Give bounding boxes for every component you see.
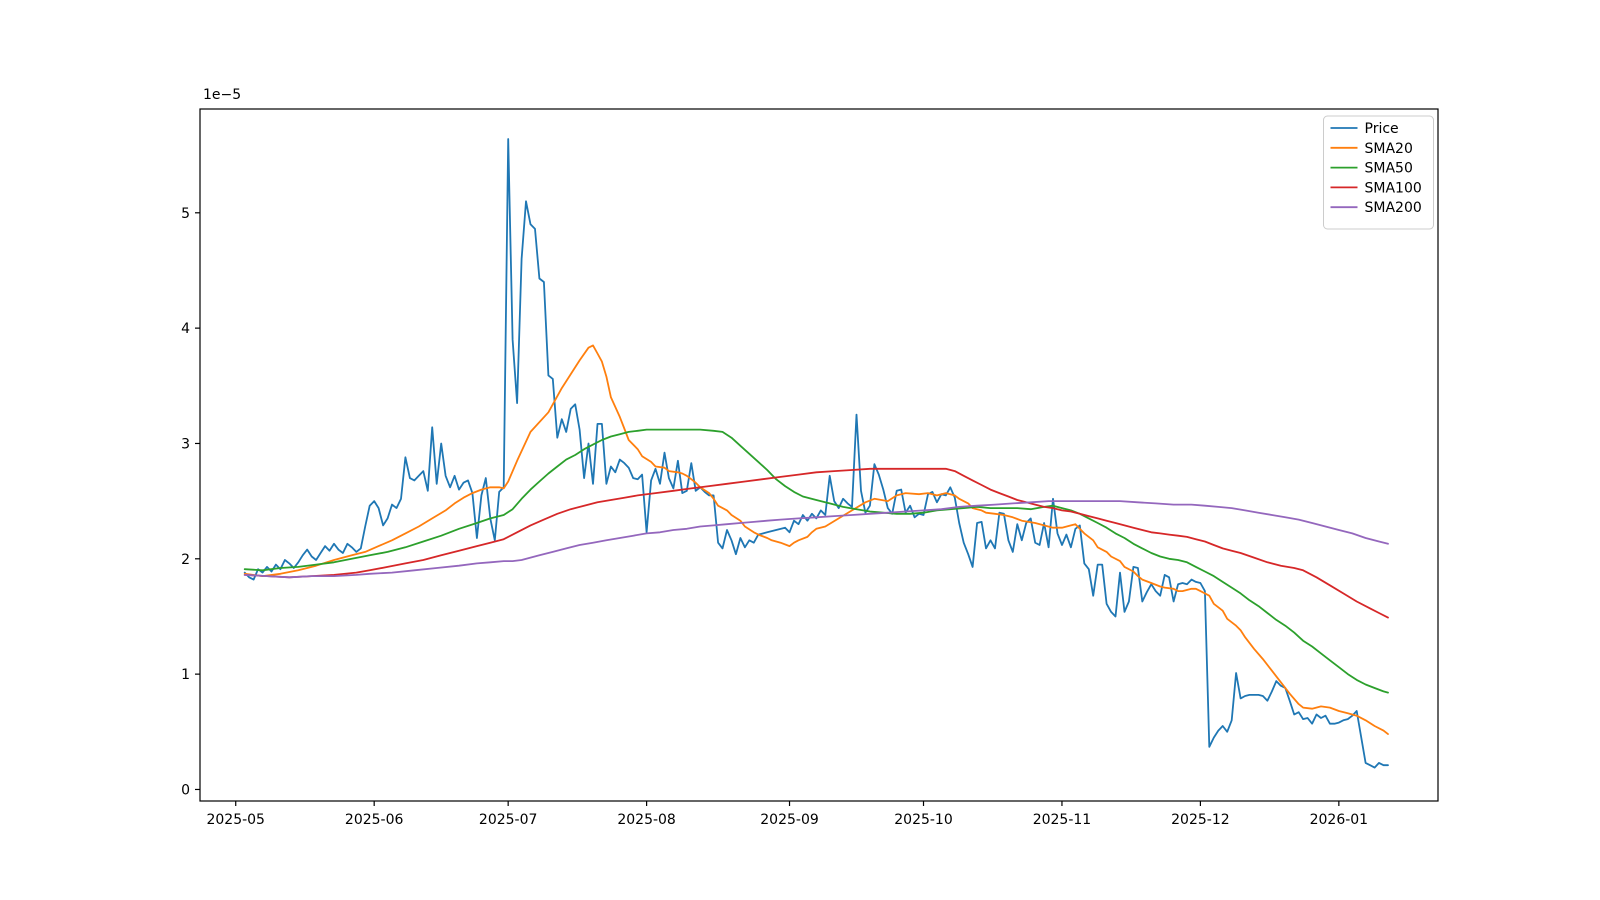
series-line-price [243, 138, 1389, 769]
x-tick-label: 2025-12 [1171, 812, 1230, 828]
y-axis-offset-label: 1e−5 [203, 87, 241, 103]
legend: Price SMA20 SMA50 SMA100 SMA200 [1323, 115, 1434, 230]
x-tick-label: 2025-06 [345, 812, 404, 828]
x-tick-label: 2025-05 [206, 812, 265, 828]
x-tick-label: 2025-07 [479, 812, 538, 828]
x-tick-label: 2025-11 [1033, 812, 1092, 828]
y-axis-ticks: 0 1 2 3 4 5 [181, 206, 200, 798]
legend-box [1323, 115, 1434, 230]
series-line-sma20 [243, 344, 1389, 735]
legend-label-sma200: SMA200 [1365, 200, 1422, 216]
x-tick-label: 2025-08 [617, 812, 676, 828]
y-tick-label: 5 [181, 206, 190, 222]
series-line-sma200 [243, 500, 1389, 579]
x-axis-ticks: 2025-05 2025-06 2025-07 2025-08 2025-09 2025-… [206, 801, 1368, 828]
x-tick-label: 2025-09 [760, 812, 819, 828]
y-tick-label: 3 [181, 436, 190, 452]
y-tick-label: 4 [181, 321, 190, 337]
plot-frame [199, 108, 1439, 802]
series-lines [243, 138, 1389, 769]
legend-label-sma100: SMA100 [1365, 180, 1422, 196]
legend-label-sma50: SMA50 [1365, 161, 1413, 177]
x-tick-label: 2026-01 [1310, 812, 1369, 828]
x-tick-label: 2025-10 [894, 812, 953, 828]
y-tick-label: 1 [181, 667, 190, 683]
legend-label-sma20: SMA20 [1365, 141, 1413, 157]
series-line-sma100 [243, 467, 1389, 619]
y-tick-label: 0 [181, 782, 190, 798]
legend-label-price: Price [1365, 121, 1399, 137]
y-tick-label: 2 [181, 552, 190, 568]
